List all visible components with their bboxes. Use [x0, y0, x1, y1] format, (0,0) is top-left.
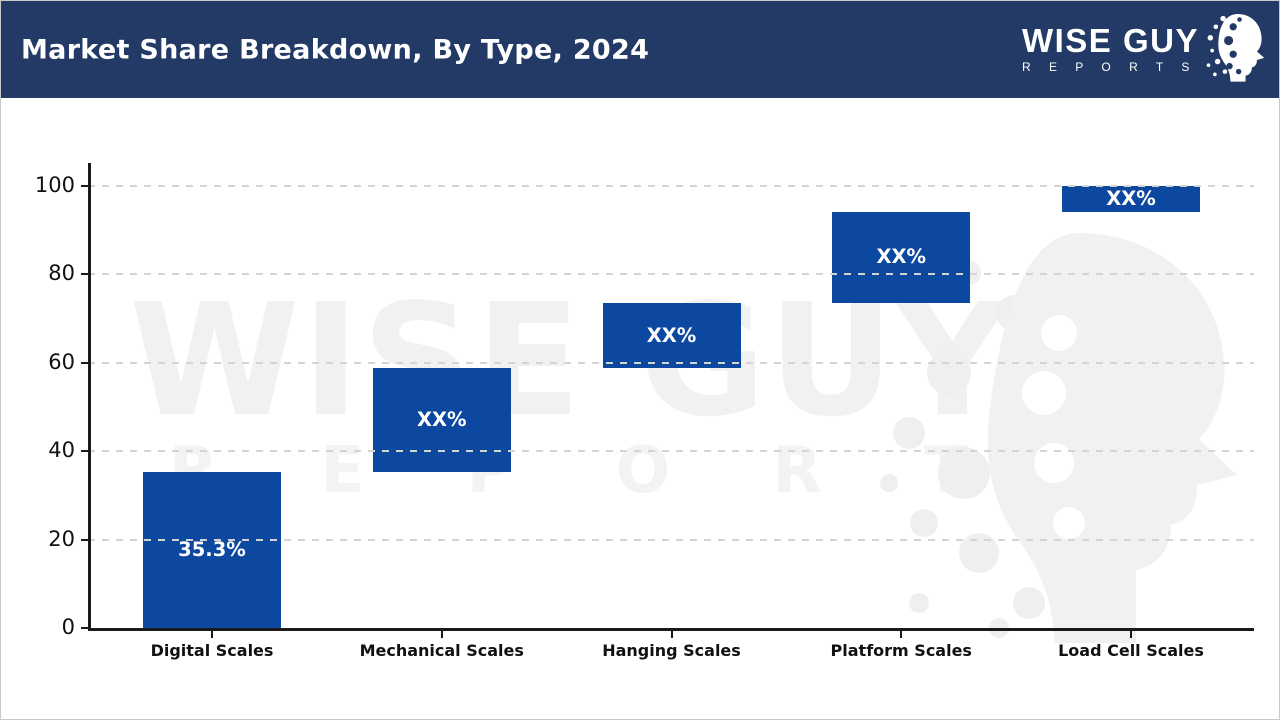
bar-platform-scales: XX%: [832, 211, 971, 304]
bar-mechanical-scales: XX%: [372, 368, 511, 472]
x-category-label: Digital Scales: [150, 641, 274, 660]
bar-value-label: XX%: [416, 408, 467, 432]
y-tick-100: [81, 185, 88, 187]
x-tick-3: [670, 630, 673, 638]
gridline-20: [88, 538, 1254, 541]
y-tick-label-20: 20: [48, 526, 75, 551]
y-tick-20: [81, 538, 88, 541]
y-tick-label-40: 40: [48, 438, 75, 463]
logo-subtitle: R E P O R T S: [1021, 59, 1197, 74]
y-tick-40: [81, 450, 88, 453]
bar-value-label: XX%: [876, 245, 927, 269]
y-tick-80: [81, 273, 88, 276]
x-tick-2: [440, 630, 443, 638]
x-axis-line: [88, 628, 1254, 631]
logo-face-icon: [1203, 9, 1267, 87]
bar-hanging-scales: XX%: [602, 303, 741, 369]
x-tick-5: [1130, 630, 1132, 638]
gridline-40: [88, 450, 1254, 453]
bar-value-label: 35.3%: [178, 537, 246, 561]
y-tick-label-80: 80: [48, 261, 75, 286]
bar-value-label: XX%: [646, 323, 697, 347]
gridline-80: [88, 273, 1254, 276]
y-tick-label-100: 100: [34, 173, 75, 197]
header-bar: Market Share Breakdown, By Type, 2024 WI…: [1, 1, 1279, 98]
bar-digital-scales: 35.3%: [143, 471, 281, 628]
bar-load-cell-scales: XX%: [1062, 186, 1200, 212]
x-category-label: Hanging Scales: [602, 641, 741, 660]
y-tick-label-60: 60: [48, 349, 75, 374]
y-axis-line: [88, 163, 91, 630]
x-category-label: Mechanical Scales: [359, 641, 524, 660]
gridline-100: [88, 185, 1254, 187]
gridline-60: [88, 361, 1254, 364]
x-tick-1: [211, 630, 213, 638]
x-category-label: Load Cell Scales: [1058, 641, 1204, 660]
watermark-wordmark: WISE GUY: [129, 270, 1011, 451]
x-tick-4: [900, 630, 903, 638]
y-tick-label-0: 0: [61, 615, 75, 639]
y-tick-0: [81, 627, 88, 629]
logo-wordmark: WISE GUY: [1021, 21, 1199, 59]
logo-text: WISE GUY R E P O R T S: [1022, 24, 1199, 73]
bar-value-label: XX%: [1106, 186, 1156, 210]
y-tick-60: [81, 361, 88, 364]
wise-guy-reports-logo: WISE GUY R E P O R T S: [1022, 9, 1267, 87]
x-category-label: Platform Scales: [830, 641, 972, 660]
chart-title: Market Share Breakdown, By Type, 2024: [21, 34, 650, 65]
